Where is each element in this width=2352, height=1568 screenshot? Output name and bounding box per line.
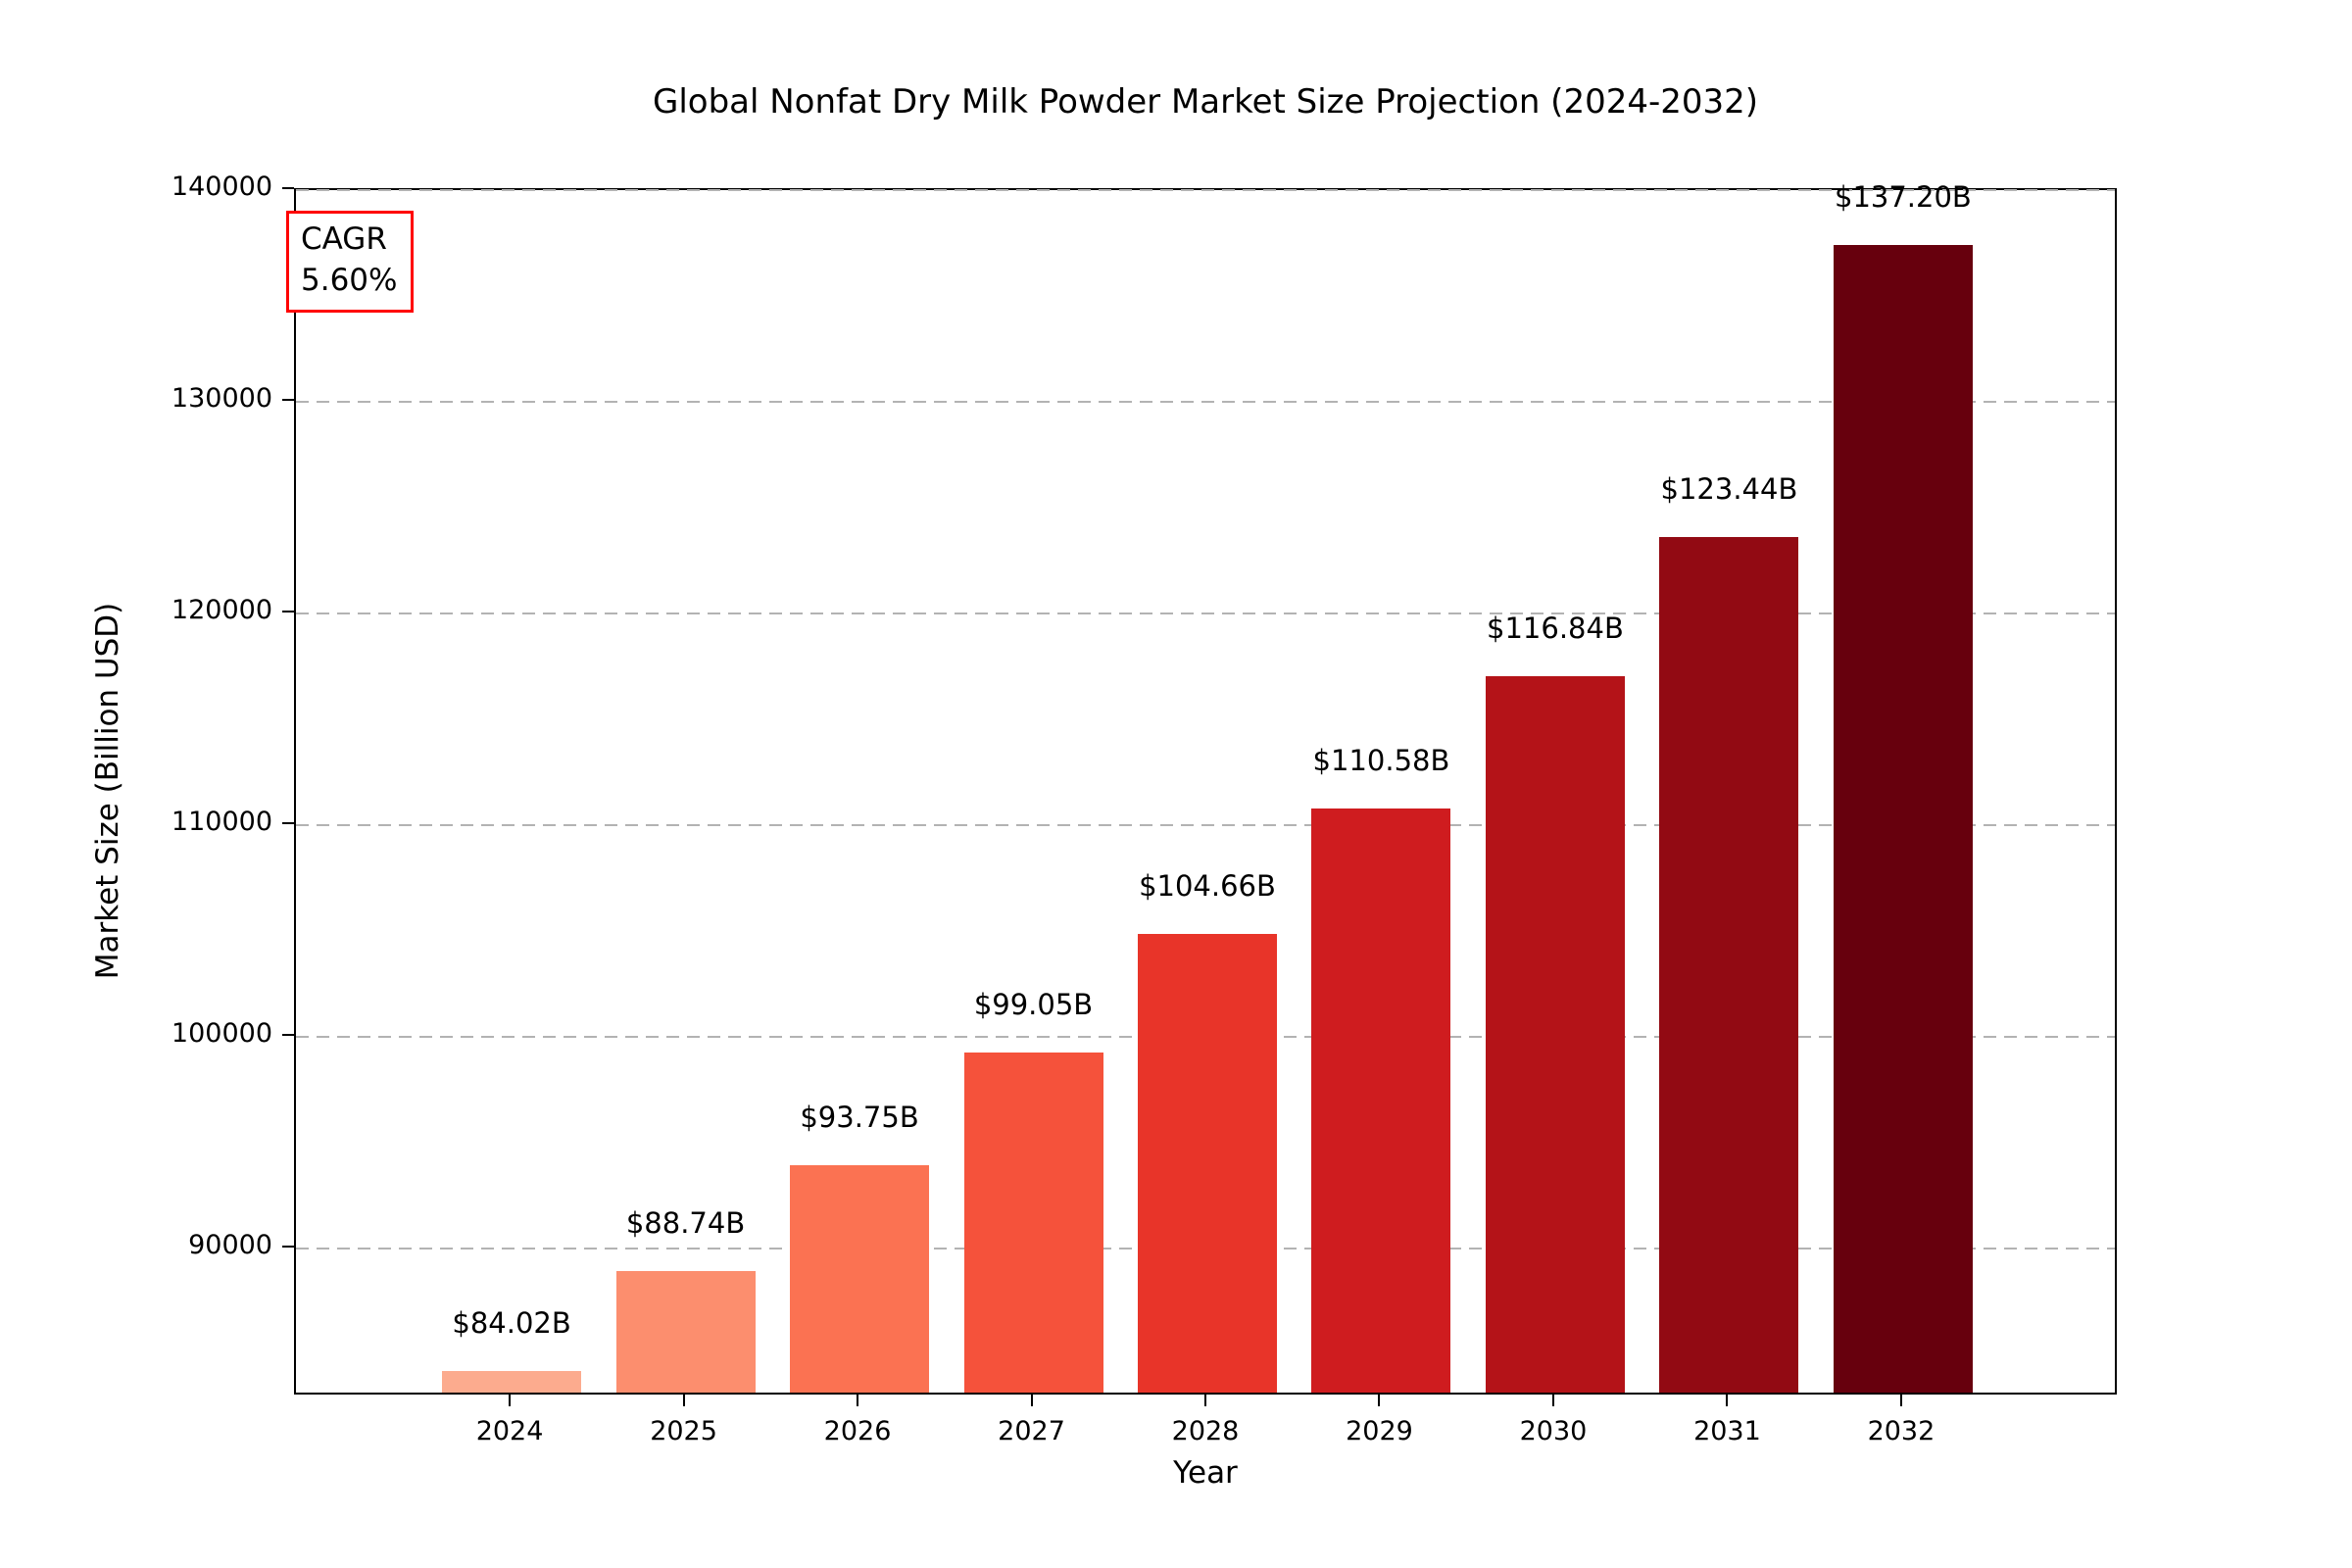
x-tick-label-2028: 2028 <box>1171 1416 1240 1446</box>
x-tick-mark <box>1551 1395 1554 1406</box>
x-tick-label-2029: 2029 <box>1346 1416 1413 1446</box>
cagr-annotation: CAGR 5.60% <box>286 211 415 313</box>
bar-value-label-2024: $84.02B <box>452 1305 571 1340</box>
bar-2028 <box>1138 934 1277 1393</box>
y-tick-label: 110000 <box>171 806 272 837</box>
x-tick-mark <box>1726 1395 1729 1406</box>
bar-2025 <box>615 1271 756 1393</box>
bar-2029 <box>1311 808 1451 1393</box>
cagr-annotation-line1: CAGR <box>301 221 387 257</box>
bar-2032 <box>1833 245 1973 1393</box>
bar-value-label-2026: $93.75B <box>800 1100 919 1134</box>
x-tick-mark <box>682 1395 685 1406</box>
gridline-y-110000 <box>296 823 2115 826</box>
bar-value-label-2028: $104.66B <box>1139 869 1276 904</box>
x-tick-mark <box>1030 1395 1033 1406</box>
x-tick-mark <box>1204 1395 1206 1406</box>
bar-value-label-2030: $116.84B <box>1487 612 1624 646</box>
x-tick-label-2031: 2031 <box>1693 1416 1761 1446</box>
y-tick-mark <box>282 1033 294 1036</box>
x-tick-label-2025: 2025 <box>650 1416 717 1446</box>
plot-area: $84.02B $88.74B $93.75B $99.05B $104.66B $110… <box>294 180 2117 1395</box>
bar-2031 <box>1659 536 1799 1393</box>
y-tick-mark <box>282 1245 294 1248</box>
y-tick-label: 90000 <box>188 1229 272 1260</box>
bar-2027 <box>963 1053 1103 1393</box>
bar-2026 <box>790 1164 930 1393</box>
bar-2030 <box>1485 676 1625 1393</box>
x-tick-mark <box>857 1395 859 1406</box>
gridline-y-140000 <box>296 189 2115 191</box>
bar-value-label-2029: $110.58B <box>1312 744 1450 778</box>
y-tick-mark <box>282 610 294 612</box>
x-tick-label-2024: 2024 <box>475 1416 544 1446</box>
bar-value-label-2025: $88.74B <box>625 1206 746 1241</box>
bar-value-label-2032: $137.20B <box>1835 180 1972 215</box>
gridline-y-120000 <box>296 612 2115 614</box>
x-axis-label: Year <box>1173 1455 1238 1491</box>
y-tick-label: 130000 <box>171 382 272 414</box>
chart-title: Global Nonfat Dry Milk Powder Market Siz… <box>652 82 1759 122</box>
gridline-y-130000 <box>296 400 2115 403</box>
x-tick-label-2027: 2027 <box>998 1416 1065 1446</box>
y-tick-mark <box>282 821 294 824</box>
y-tick-mark <box>282 187 294 189</box>
y-tick-label: 140000 <box>171 172 272 202</box>
y-axis-label: Market Size (Billion USD) <box>90 602 125 980</box>
cagr-annotation-line2: 5.60% <box>301 262 398 298</box>
bar-2024 <box>442 1370 582 1393</box>
x-tick-label-2026: 2026 <box>823 1416 892 1446</box>
y-tick-mark <box>282 398 294 401</box>
x-tick-mark <box>1899 1395 1902 1406</box>
y-tick-label: 120000 <box>171 594 272 625</box>
bar-value-label-2027: $99.05B <box>973 988 1094 1022</box>
x-tick-mark <box>1378 1395 1381 1406</box>
x-tick-mark <box>509 1395 512 1406</box>
y-tick-label: 100000 <box>171 1017 272 1049</box>
x-tick-label-2032: 2032 <box>1867 1416 1936 1446</box>
x-tick-label-2030: 2030 <box>1519 1416 1588 1446</box>
bar-value-label-2031: $123.44B <box>1660 471 1798 506</box>
